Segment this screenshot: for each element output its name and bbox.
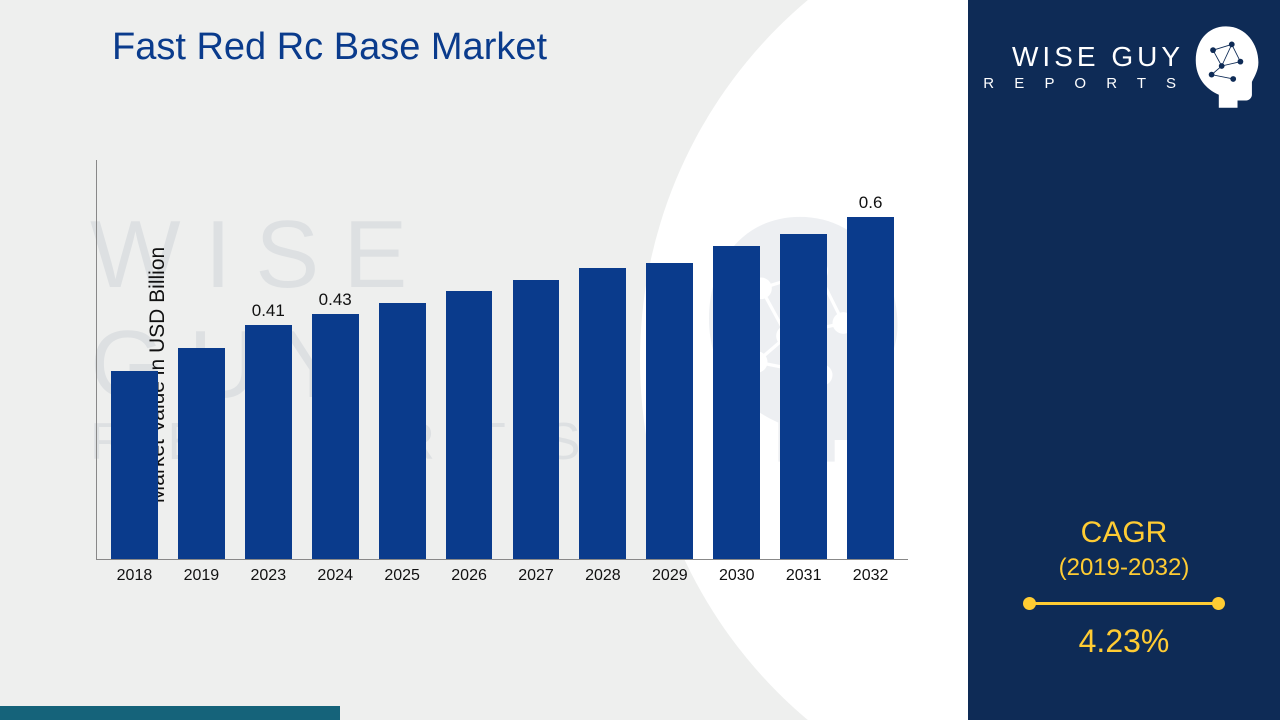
bar (780, 234, 827, 559)
bar (579, 268, 626, 559)
x-tick-label: 2032 (853, 567, 889, 585)
bar-wrap: 2026 (436, 160, 503, 559)
x-tick-label: 2026 (451, 567, 487, 585)
bar (111, 371, 158, 559)
bar (446, 291, 493, 559)
bars-container: 201820190.4120230.4320242025202620272028… (97, 160, 908, 559)
cagr-value: 4.23% (968, 623, 1280, 660)
x-tick-label: 2029 (652, 567, 688, 585)
x-tick-label: 2023 (251, 567, 287, 585)
bar (713, 246, 760, 560)
bar (178, 348, 225, 559)
x-tick-label: 2024 (317, 567, 353, 585)
bar-wrap: 2028 (569, 160, 636, 559)
right-panel: WISE GUY R E P O R T S CAGR (2019-2032) … (968, 0, 1280, 720)
chart-title: Fast Red Rc Base Market (112, 26, 547, 69)
plot-area: 201820190.4120230.4320242025202620272028… (96, 160, 908, 560)
bar (312, 314, 359, 559)
bar-wrap: 0.412023 (235, 160, 302, 559)
bar (245, 325, 292, 559)
logo-head-icon (1190, 22, 1262, 110)
cagr-range: (2019-2032) (968, 554, 1280, 582)
bar-value-label: 0.43 (319, 290, 352, 310)
x-tick-label: 2027 (518, 567, 554, 585)
x-tick-label: 2031 (786, 567, 822, 585)
bar (847, 217, 894, 559)
cagr-title: CAGR (968, 516, 1280, 550)
bar (513, 280, 560, 559)
canvas: WISE GUY REPORTS Fast Red Rc Base Market… (0, 0, 1280, 720)
x-tick-label: 2025 (384, 567, 420, 585)
bar-wrap: 0.62032 (837, 160, 904, 559)
bar-wrap: 2031 (770, 160, 837, 559)
bar (379, 303, 426, 560)
x-tick-label: 2028 (585, 567, 621, 585)
bar-wrap: 2019 (168, 160, 235, 559)
bar-wrap: 2030 (703, 160, 770, 559)
logo-line1: WISE GUY (983, 41, 1184, 73)
x-tick-label: 2030 (719, 567, 755, 585)
x-tick-label: 2019 (184, 567, 220, 585)
bar-wrap: 0.432024 (302, 160, 369, 559)
logo-line2: R E P O R T S (983, 75, 1184, 92)
bar (646, 263, 693, 559)
bar-value-label: 0.6 (859, 193, 883, 213)
cagr-divider (1029, 602, 1219, 605)
bar-wrap: 2018 (101, 160, 168, 559)
bar-wrap: 2025 (369, 160, 436, 559)
chart: Market Value in USD Billion 201820190.41… (78, 160, 908, 590)
footer-strip (0, 706, 340, 720)
bar-value-label: 0.41 (252, 301, 285, 321)
bar-wrap: 2029 (636, 160, 703, 559)
bar-wrap: 2027 (503, 160, 570, 559)
x-tick-label: 2018 (117, 567, 153, 585)
logo: WISE GUY R E P O R T S (983, 22, 1262, 110)
cagr-block: CAGR (2019-2032) 4.23% (968, 516, 1280, 660)
